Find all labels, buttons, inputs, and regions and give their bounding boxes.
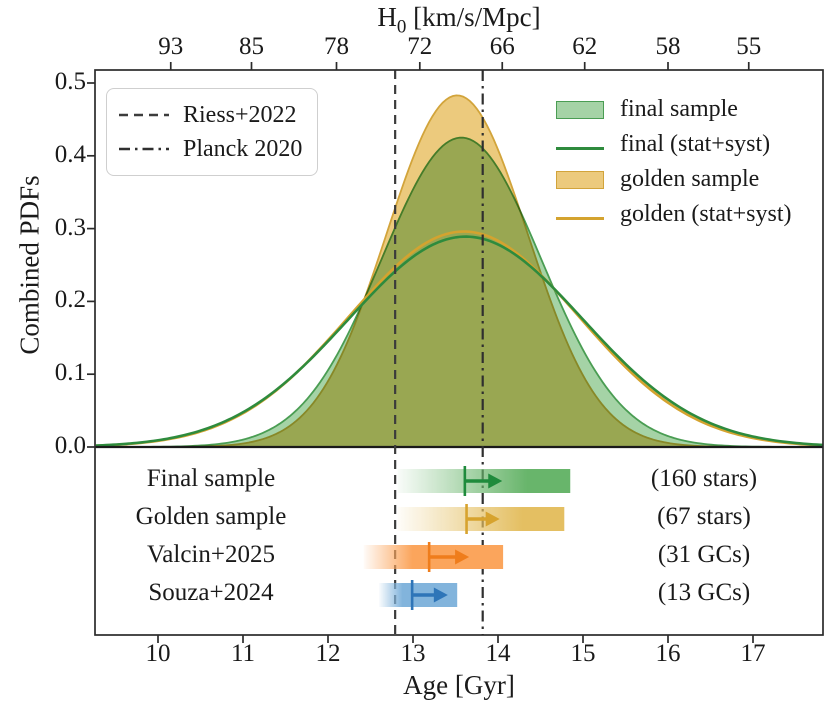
legend-item-final-sample: final sample [556, 92, 792, 127]
arrow-head-icon [485, 511, 500, 527]
green-patch-icon [556, 100, 604, 119]
tick-label: 12 [315, 640, 341, 667]
tick-label: 0.1 [54, 359, 86, 387]
arrow-head-icon [455, 549, 470, 565]
pdf-line [95, 235, 823, 447]
tick-label: 17 [740, 640, 766, 667]
measurement-row-count: (31 GCs) [657, 541, 751, 568]
legend-item-golden-sample: golden sample [556, 162, 792, 197]
legend-label-riess: Riess+2022 [183, 101, 297, 128]
gold-patch-icon [556, 170, 604, 189]
legend-item-planck: Planck 2020 [119, 132, 307, 166]
tick-label: 16 [655, 640, 681, 667]
tick-label: 0.5 [54, 68, 86, 95]
arrow-head-icon [488, 473, 503, 489]
x-axis-title: Age [Gyr] [403, 670, 515, 700]
legend-label-golden-sample: golden sample [620, 166, 760, 192]
tick-label: 0.3 [54, 213, 86, 241]
measurement-row-count: (13 GCs) [657, 579, 751, 606]
legend-label-planck: Planck 2020 [183, 135, 303, 162]
legend-samples: final sample final (stat+syst) golden sa… [556, 92, 792, 232]
tick-label: 93 [158, 33, 184, 60]
legend-hubble-refs: Riess+2022 Planck 2020 [106, 88, 318, 176]
measurement-row-count: (160 stars) [650, 465, 758, 492]
tick-label: 66 [489, 33, 515, 60]
legend-label-final-sample: final sample [620, 96, 738, 122]
tick-label: 15 [570, 640, 596, 667]
measurement-row-label: Valcin+2025 [147, 541, 275, 568]
tick-label: 55 [736, 33, 762, 60]
tick-label: 72 [407, 33, 433, 60]
legend-item-riess: Riess+2022 [119, 98, 307, 132]
top-axis-title: H0 [km/s/Mpc] [259, 2, 659, 38]
tick-label: 78 [324, 33, 349, 60]
measurement-row-label: Souza+2024 [148, 579, 274, 606]
legend-label-golden-line: golden (stat+syst) [620, 201, 792, 227]
tick-label: 62 [572, 33, 598, 60]
measurement-row-label: Final sample [146, 465, 276, 492]
measurement-row-count: (67 stars) [657, 503, 751, 530]
legend-item-final-line: final (stat+syst) [556, 127, 792, 162]
legend-label-final-line: final (stat+syst) [620, 131, 771, 157]
measurement-row-label: Golden sample [135, 503, 287, 530]
tick-label: 0.0 [54, 432, 86, 459]
arrow-head-icon [433, 587, 448, 603]
green-line-icon [556, 147, 604, 150]
legend-item-golden-line: golden (stat+syst) [556, 197, 792, 232]
tick-label: 10 [145, 640, 171, 667]
gold-line-icon [556, 217, 604, 220]
tick-label: 14 [485, 640, 511, 667]
tick-label: 85 [239, 33, 264, 60]
top-axis-title-unit: [km/s/Mpc] [406, 2, 541, 32]
dashdot-line-icon [119, 147, 169, 151]
tick-label: 11 [230, 640, 256, 667]
tick-label: 0.2 [54, 286, 86, 314]
tick-label: 0.4 [54, 140, 86, 168]
top-axis-title-subscript: 0 [396, 16, 407, 38]
tick-label: 13 [400, 640, 426, 667]
dashed-line-icon [119, 113, 169, 117]
tick-label: 58 [655, 33, 681, 60]
top-axis-title-symbol: H [377, 2, 397, 32]
